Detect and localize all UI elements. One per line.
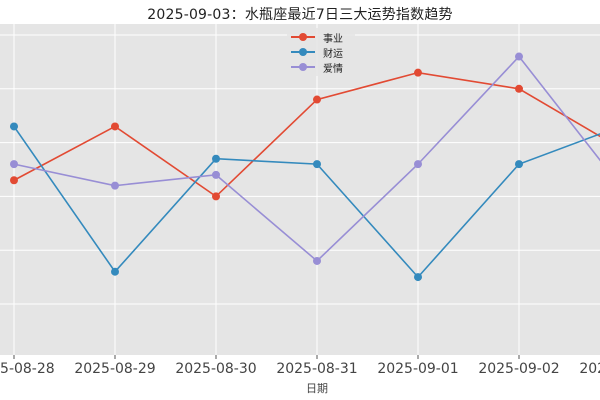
data-point xyxy=(414,160,422,169)
legend: 事业 财运 爱情 xyxy=(287,28,355,76)
data-point xyxy=(111,267,119,276)
x-tick-label: 2025-08-30 xyxy=(175,361,257,377)
chart-title: 2025-09-03：水瓶座最近7日三大运势指数趋势 xyxy=(147,7,453,23)
x-tick-label: 2025-08-29 xyxy=(74,361,156,377)
data-point xyxy=(313,256,321,265)
data-point xyxy=(111,181,119,190)
data-point xyxy=(212,154,220,163)
data-point xyxy=(414,273,422,282)
legend-item-wealth: 财运 xyxy=(291,45,343,60)
data-point xyxy=(515,84,523,93)
data-point xyxy=(111,122,119,131)
x-tick-label: 2025-08-31 xyxy=(276,361,358,377)
legend-item-love: 爱情 xyxy=(291,60,343,75)
x-axis-label: 日期 xyxy=(306,382,328,395)
x-tick-label: 2025-09-01 xyxy=(377,361,459,377)
data-point xyxy=(515,160,523,169)
data-point xyxy=(10,122,18,131)
x-tick-label: 2025-09-02 xyxy=(478,361,560,377)
x-tick-label: 2025-08-28 xyxy=(0,361,55,377)
data-point xyxy=(313,160,321,169)
data-point xyxy=(10,160,18,169)
legend-label: 爱情 xyxy=(323,63,343,75)
data-point xyxy=(313,95,321,104)
legend-label: 事业 xyxy=(323,33,343,45)
plot-background xyxy=(0,24,600,355)
data-point xyxy=(515,52,523,61)
legend-marker-icon xyxy=(291,63,315,71)
data-point xyxy=(414,68,422,77)
x-tick-label: 2025-09-03 xyxy=(579,361,600,377)
legend-label: 财运 xyxy=(323,48,343,60)
data-point xyxy=(212,170,220,179)
data-point xyxy=(212,192,220,201)
data-point xyxy=(10,176,18,185)
legend-marker-icon xyxy=(291,48,315,56)
legend-marker-icon xyxy=(291,33,315,41)
series-lines xyxy=(10,52,600,282)
legend-item-career: 事业 xyxy=(291,30,343,45)
